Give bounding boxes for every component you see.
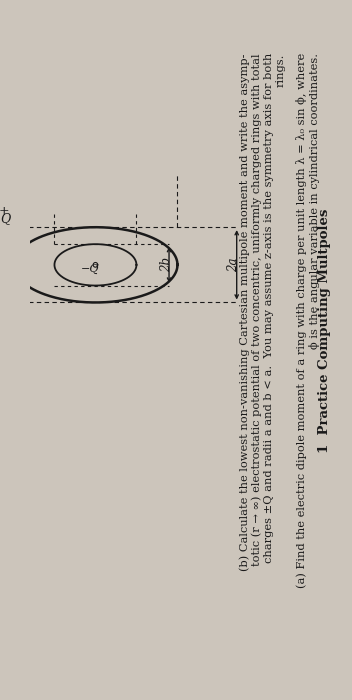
Text: −Q: −Q [81,264,99,274]
Text: 2b: 2b [160,258,173,272]
Text: (a) Find the electric dipole moment of a ring with charge per unit length λ = λ₀: (a) Find the electric dipole moment of a… [296,53,320,589]
Text: 2a: 2a [227,258,240,272]
Text: +: + [0,205,9,218]
Text: Q: Q [0,212,11,225]
Text: 1  Practice Computing Multpoles: 1 Practice Computing Multpoles [318,209,331,453]
Text: (b) Calculate the lowest non-vanishing Cartesian multipole moment and write the : (b) Calculate the lowest non-vanishing C… [239,53,285,570]
